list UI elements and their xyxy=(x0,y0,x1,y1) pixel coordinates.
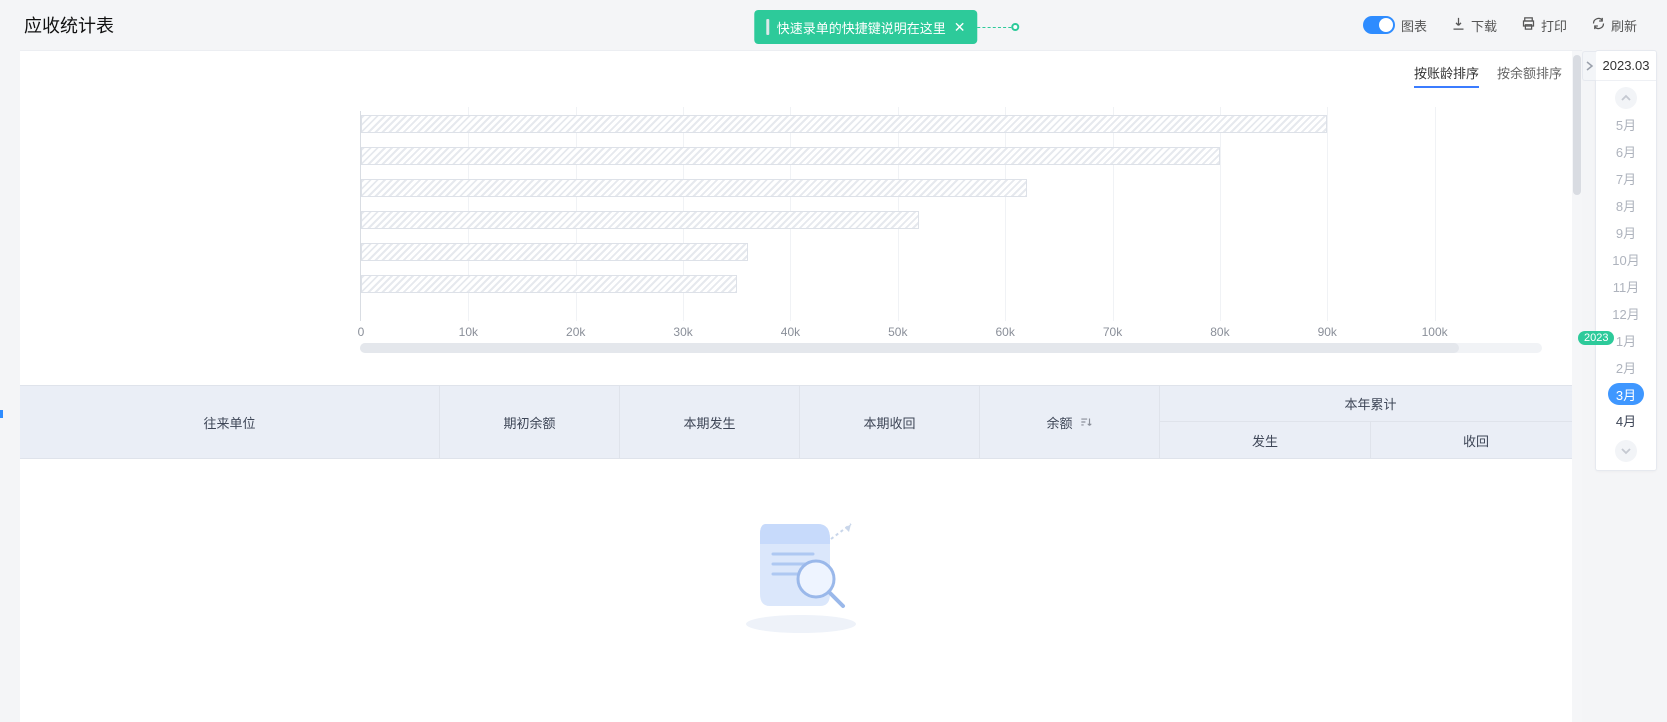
header-bar: 应收统计表 快速录单的快捷键说明在这里 ✕ 图表 下载 xyxy=(0,0,1667,50)
chart-xtick: 70k xyxy=(1103,325,1122,339)
month-item[interactable]: 4月 xyxy=(1616,407,1636,434)
tip-text: 快速录单的快捷键说明在这里 xyxy=(777,18,946,37)
main-panel: 按账龄排序 按余额排序 010k20k30k40k50k60k70k80k90k… xyxy=(20,50,1582,722)
tip-accent-bar xyxy=(766,19,769,35)
chart-gridline xyxy=(1327,107,1328,321)
sort-icon[interactable] xyxy=(1079,415,1093,429)
download-button[interactable]: 下载 xyxy=(1451,16,1497,35)
sidebar-collapse-tab[interactable] xyxy=(1582,51,1596,81)
month-item[interactable]: 8月 xyxy=(1616,192,1636,219)
tip-connector-dot xyxy=(1012,23,1020,31)
chart-scroll-thumb[interactable] xyxy=(360,343,1459,353)
chart-xtick: 10k xyxy=(459,325,478,339)
tip-connector-line xyxy=(978,27,1012,28)
col-balance[interactable]: 余额 xyxy=(980,386,1160,458)
month-item[interactable]: 3月 xyxy=(1608,383,1644,405)
print-button[interactable]: 打印 xyxy=(1521,16,1567,35)
chart-gridline xyxy=(1435,107,1436,321)
empty-illustration xyxy=(721,484,881,644)
chart-xtick: 30k xyxy=(673,325,692,339)
chart-toggle[interactable] xyxy=(1363,16,1395,34)
chart-bar[interactable] xyxy=(361,179,1027,197)
table-header: 往来单位 期初余额 本期发生 本期收回 余额 本年累计 发生 收回 xyxy=(20,385,1582,459)
chart-xtick: 80k xyxy=(1210,325,1229,339)
print-label: 打印 xyxy=(1541,16,1567,35)
chart-toggle-label: 图表 xyxy=(1401,16,1427,35)
chart-bar-row xyxy=(361,115,1327,133)
chart-bar-row xyxy=(361,243,748,261)
year-badge: 2023 xyxy=(1578,331,1614,345)
month-item[interactable]: 7月 xyxy=(1616,165,1636,192)
col-recover[interactable]: 本期收回 xyxy=(800,386,980,458)
download-label: 下载 xyxy=(1471,16,1497,35)
chart-bar-row xyxy=(361,211,919,229)
chart-xtick: 100k xyxy=(1422,325,1448,339)
toolbar: 图表 下载 打印 刷新 xyxy=(1363,0,1637,50)
download-icon xyxy=(1451,16,1466,34)
month-item[interactable]: 10月 xyxy=(1612,246,1639,273)
col-year-group: 本年累计 xyxy=(1160,386,1582,422)
tip-banner: 快速录单的快捷键说明在这里 ✕ xyxy=(754,10,1020,44)
chart-bar[interactable] xyxy=(361,115,1327,133)
chart-bar[interactable] xyxy=(361,275,737,293)
close-icon[interactable]: ✕ xyxy=(954,20,966,34)
month-prev-button[interactable] xyxy=(1615,87,1637,109)
refresh-icon xyxy=(1591,16,1606,34)
month-sidebar-header[interactable]: 2023.03 xyxy=(1596,51,1656,81)
month-item[interactable]: 6月 xyxy=(1616,138,1636,165)
col-unit[interactable]: 往来单位 xyxy=(20,386,440,458)
bar-chart: 010k20k30k40k50k60k70k80k90k100k xyxy=(360,111,1542,321)
month-item[interactable]: 12月 xyxy=(1612,300,1639,327)
chart-area: 0 10k 20k 30k 40k 50k 60k 70k 80k 90k 100k xyxy=(20,51,1582,373)
month-item[interactable]: 9月 xyxy=(1616,219,1636,246)
refresh-button[interactable]: 刷新 xyxy=(1591,16,1637,35)
active-section-indicator xyxy=(0,410,3,418)
table: 往来单位 期初余额 本期发生 本期收回 余额 本年累计 发生 收回 xyxy=(20,385,1582,669)
col-year-recover[interactable]: 收回 xyxy=(1371,422,1582,458)
chart-xtick: 20k xyxy=(566,325,585,339)
refresh-label: 刷新 xyxy=(1611,16,1637,35)
chart-xtick: 50k xyxy=(888,325,907,339)
page-title: 应收统计表 xyxy=(24,12,114,38)
chart-xtick: 0 xyxy=(358,325,365,339)
month-item[interactable]: 11月 xyxy=(1613,273,1640,300)
month-item[interactable]: 1月 xyxy=(1616,327,1636,354)
chart-bar[interactable] xyxy=(361,211,919,229)
chart-bar-row xyxy=(361,179,1027,197)
month-sidebar: 2023.03 5月6月7月8月9月10月11月12月20231月2月3月4月 xyxy=(1595,50,1657,471)
chart-bar-row xyxy=(361,275,737,293)
chart-gridline xyxy=(1220,107,1221,321)
chart-xtick: 40k xyxy=(781,325,800,339)
col-occur[interactable]: 本期发生 xyxy=(620,386,800,458)
chart-xtick: 90k xyxy=(1318,325,1337,339)
chart-bar[interactable] xyxy=(361,243,748,261)
chart-bar-row xyxy=(361,147,1220,165)
chart-gridline xyxy=(1005,107,1006,321)
month-next-button[interactable] xyxy=(1615,440,1637,462)
col-year-occur[interactable]: 发生 xyxy=(1160,422,1371,458)
col-balance-label: 余额 xyxy=(1046,413,1072,432)
month-item[interactable]: 5月 xyxy=(1616,111,1636,138)
chart-gridline xyxy=(1113,107,1114,321)
month-sidebar-date: 2023.03 xyxy=(1603,58,1650,73)
chart-toggle-wrap: 图表 xyxy=(1363,16,1427,35)
chart-xtick: 60k xyxy=(995,325,1014,339)
chart-scroll-track[interactable] xyxy=(360,343,1542,353)
chart-bar[interactable] xyxy=(361,147,1220,165)
empty-state xyxy=(20,459,1582,669)
tip-box[interactable]: 快速录单的快捷键说明在这里 ✕ xyxy=(754,10,978,44)
month-list: 5月6月7月8月9月10月11月12月20231月2月3月4月 xyxy=(1596,111,1656,434)
col-opening[interactable]: 期初余额 xyxy=(440,386,620,458)
print-icon xyxy=(1521,16,1536,34)
month-item[interactable]: 2月 xyxy=(1616,354,1636,381)
